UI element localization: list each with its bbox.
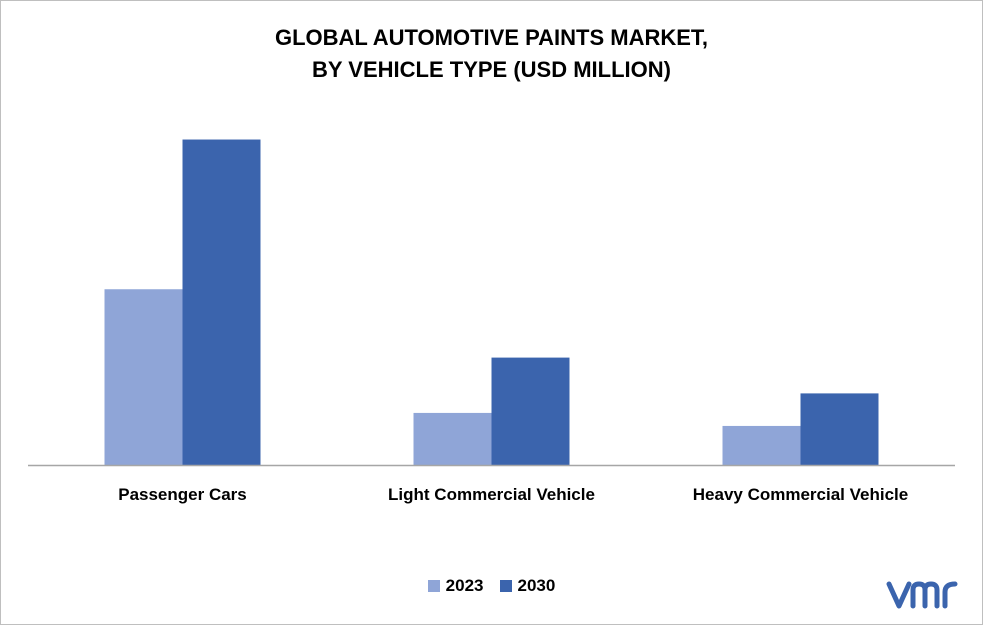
legend-swatch-2030 bbox=[499, 580, 512, 592]
category-label: Heavy Commercial Vehicle bbox=[693, 485, 908, 504]
bar-passenger-cars-2023 bbox=[104, 289, 183, 465]
category-label: Passenger Cars bbox=[118, 485, 247, 504]
bar-passenger-cars-2030 bbox=[182, 139, 261, 465]
legend-item-2030: 2030 bbox=[499, 576, 556, 596]
chart-title: GLOBAL AUTOMOTIVE PAINTS MARKET, BY VEHI… bbox=[0, 22, 983, 86]
vmr-logo bbox=[886, 581, 958, 609]
legend-label-2023: 2023 bbox=[445, 576, 484, 595]
legend-swatch-2023 bbox=[427, 580, 440, 592]
legend: 2023 2030 bbox=[0, 576, 983, 596]
bar-heavy-commercial-vehicle-2023 bbox=[722, 425, 801, 465]
category-label: Light Commercial Vehicle bbox=[388, 485, 595, 504]
bar-heavy-commercial-vehicle-2030 bbox=[800, 393, 879, 465]
legend-item-2023: 2023 bbox=[427, 576, 484, 596]
bar-light-commercial-vehicle-2030 bbox=[491, 357, 570, 465]
bar-light-commercial-vehicle-2023 bbox=[413, 412, 492, 465]
legend-label-2030: 2030 bbox=[517, 576, 556, 595]
chart-title-line-2: BY VEHICLE TYPE (USD MILLION) bbox=[312, 57, 671, 82]
chart-title-line-1: GLOBAL AUTOMOTIVE PAINTS MARKET, bbox=[274, 25, 709, 50]
